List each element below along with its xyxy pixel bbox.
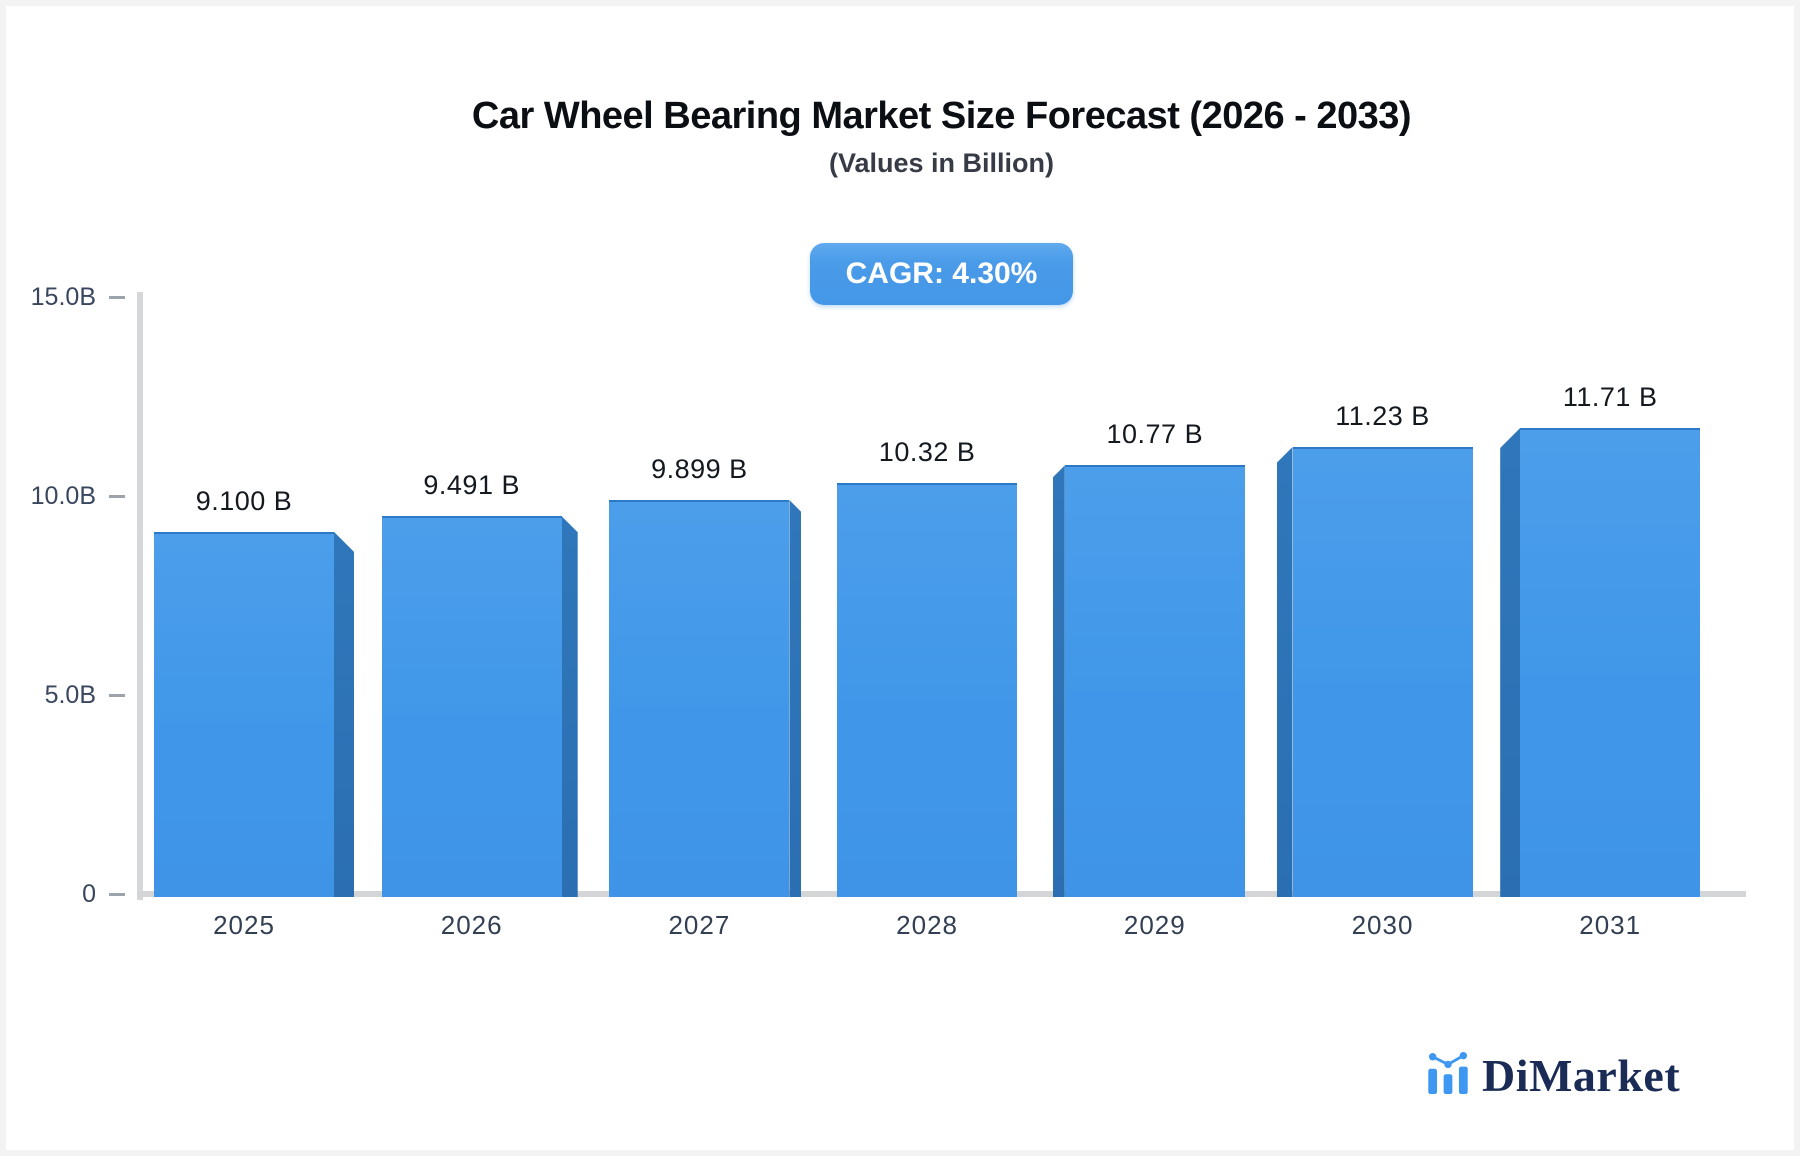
x-axis-label: 2030 (1351, 910, 1414, 940)
chart-title: Car Wheel Bearing Market Size Forecast (… (471, 95, 1412, 137)
bar-3d-side (561, 516, 578, 897)
y-axis-tick-mark (109, 296, 125, 299)
bar (1292, 447, 1473, 897)
bar-value-label: 11.23 B (1335, 401, 1430, 432)
y-axis-tick-label: 10.0B (30, 482, 96, 510)
bar-3d-side (1276, 447, 1293, 897)
x-axis-label: 2025 (213, 910, 275, 940)
x-axis-label: 2029 (1123, 910, 1186, 940)
chart-plot-area: 0 5.0B 10.0B 15.0B 9.100 B 2025 9.491 B 2026 9.8… (6, 6, 1800, 1162)
cagr-badge: CAGR: 4.30% (809, 243, 1074, 305)
x-axis-label: 2027 (668, 910, 731, 940)
bar-value-label: 11.71 B (1562, 381, 1658, 412)
x-axis-label: 2031 (1579, 910, 1642, 940)
bar (837, 483, 1018, 897)
bar-3d-side (1500, 427, 1521, 897)
y-axis-line (137, 292, 143, 900)
bar-value-label: 9.491 B (423, 470, 520, 501)
y-axis-tick-mark (109, 893, 125, 896)
y-axis-tick-mark (109, 694, 125, 697)
bar (381, 516, 562, 897)
chart-header: Car Wheel Bearing Market Size Forecast (… (137, 6, 1746, 305)
x-axis-label: 2026 (440, 910, 503, 940)
bar-value-label: 10.77 B (1106, 419, 1204, 450)
bar-3d-side (789, 500, 802, 897)
y-axis-tick-label: 5.0B (44, 681, 96, 709)
bar-value-label: 9.899 B (651, 454, 748, 485)
x-axis-label: 2028 (896, 910, 959, 940)
mini-bar-line-chart-icon (1426, 1048, 1470, 1099)
y-axis-tick-label: 0 (82, 880, 96, 908)
bar-value-label: 9.100 B (195, 485, 293, 516)
bar-3d-side (1052, 465, 1065, 897)
bar-value-label: 10.32 B (878, 437, 976, 468)
y-axis-tick-mark (109, 495, 125, 498)
bar (1520, 427, 1701, 897)
bar (609, 500, 790, 897)
brand-logo: DiMarket (1426, 1048, 1680, 1099)
chart-subtitle: (Values in Billion) (828, 148, 1055, 178)
bar-3d-side (334, 531, 354, 897)
y-axis-tick-label: 15.0B (30, 283, 96, 311)
brand-name: DiMarket (1482, 1050, 1681, 1101)
bar (154, 531, 334, 897)
bar (1064, 465, 1245, 897)
